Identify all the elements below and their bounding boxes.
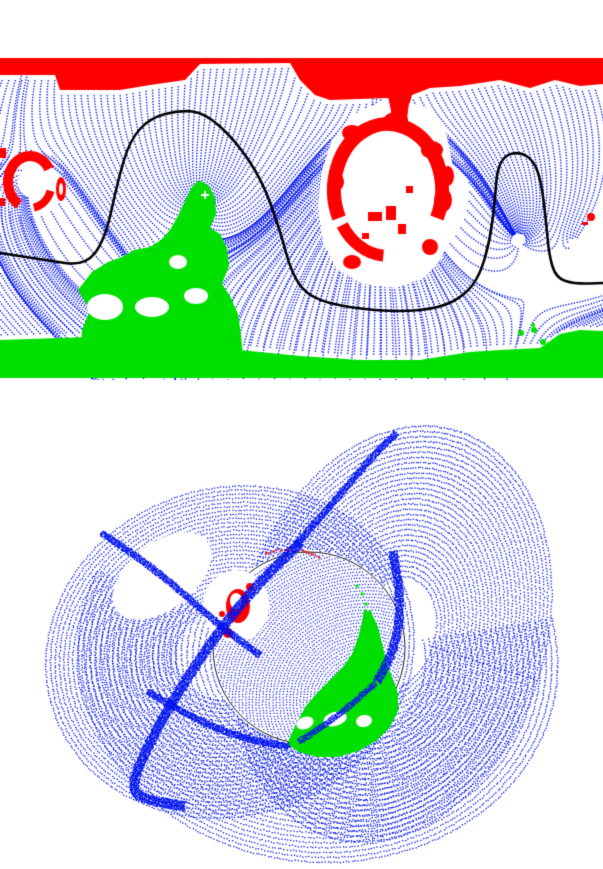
synoptic-map-panel [0, 55, 603, 385]
sphere-fieldlines-panel [0, 420, 603, 869]
